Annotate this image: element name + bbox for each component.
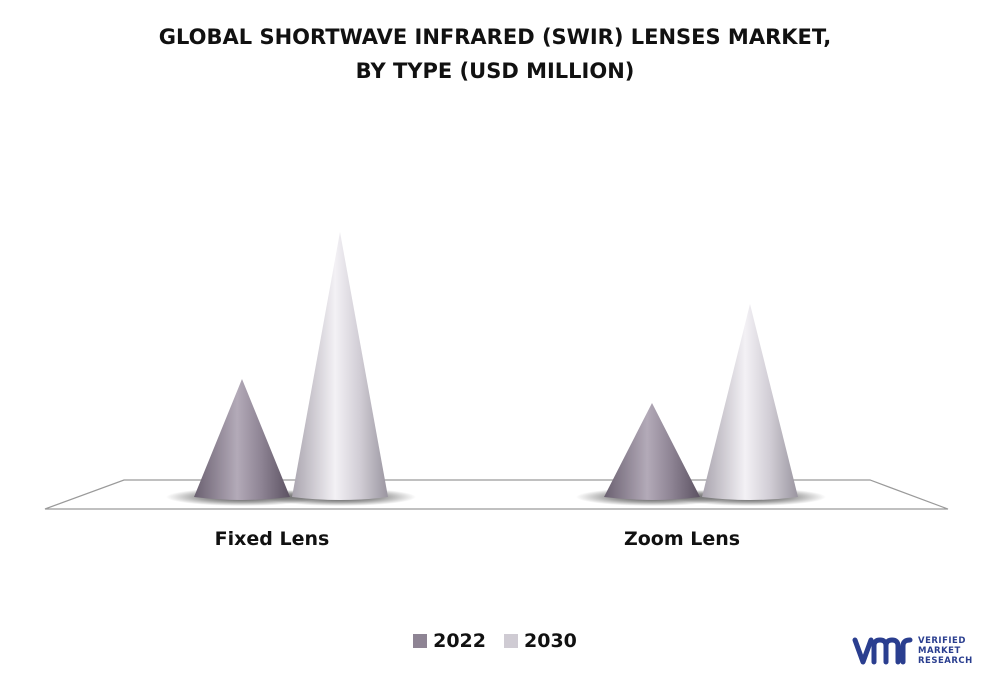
- logo-line-3: RESEARCH: [918, 656, 973, 666]
- logo-line-1: VERIFIED: [918, 636, 966, 646]
- cone-2022-zoom-lens: [604, 403, 700, 500]
- logo-line-2: MARKET: [918, 646, 961, 656]
- legend-swatch-2030: [504, 634, 518, 648]
- legend-item-2022: 2022: [413, 630, 486, 652]
- cone-2030-zoom-lens: [702, 304, 798, 500]
- legend: 2022 2030: [0, 630, 990, 652]
- category-label-fixed-lens: Fixed Lens: [214, 528, 330, 550]
- category-label-zoom-lens: Zoom Lens: [623, 528, 741, 550]
- vmr-logo-mark: [852, 637, 913, 665]
- cone-group: [166, 232, 826, 506]
- cone-2030-fixed-lens: [292, 232, 388, 500]
- chart-title-line-1: GLOBAL SHORTWAVE INFRARED (SWIR) LENSES …: [158, 25, 832, 49]
- legend-swatch-2022: [413, 634, 428, 648]
- legend-label-2022: 2022: [433, 630, 486, 652]
- vmr-logo-text: VERIFIED MARKET RESEARCH: [918, 636, 973, 666]
- cone-2022-fixed-lens: [194, 379, 290, 500]
- legend-item-2030: 2030: [504, 630, 577, 652]
- chart-title: GLOBAL SHORTWAVE INFRARED (SWIR) LENSES …: [0, 20, 990, 88]
- chart-title-line-2: BY TYPE (USD MILLION): [355, 59, 635, 83]
- vmr-logo: VERIFIED MARKET RESEARCH: [852, 632, 982, 672]
- legend-label-2030: 2030: [524, 630, 577, 652]
